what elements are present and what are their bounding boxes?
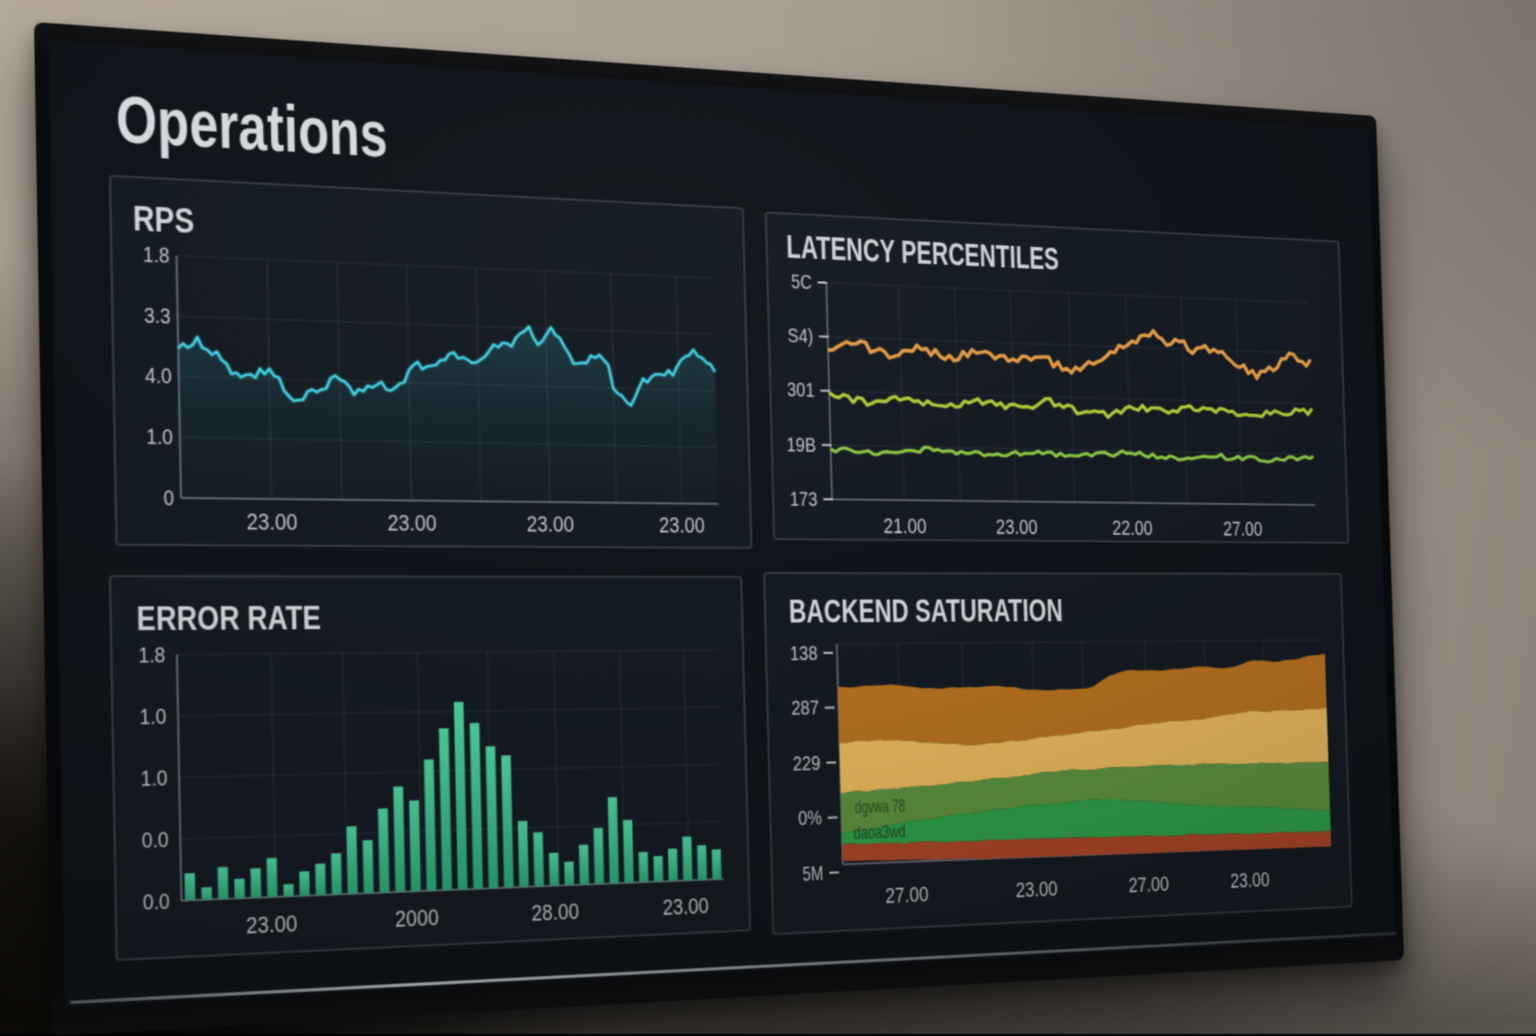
svg-text:22.00: 22.00 xyxy=(1112,517,1153,540)
svg-text:301: 301 xyxy=(787,379,815,403)
svg-text:daoa3wd: daoa3wd xyxy=(853,822,906,844)
svg-text:23.00: 23.00 xyxy=(662,893,709,920)
svg-text:1.0: 1.0 xyxy=(146,424,173,450)
svg-text:S4): S4) xyxy=(787,324,813,348)
svg-text:BACKEND SATURATION: BACKEND SATURATION xyxy=(788,593,1063,631)
svg-text:23.00: 23.00 xyxy=(659,513,705,538)
svg-text:0.0: 0.0 xyxy=(143,889,170,916)
svg-text:3.3: 3.3 xyxy=(144,303,171,329)
svg-text:23.00: 23.00 xyxy=(996,515,1038,539)
svg-text:28.00: 28.00 xyxy=(531,899,579,926)
svg-text:23.00: 23.00 xyxy=(526,512,574,537)
svg-text:2000: 2000 xyxy=(395,905,439,933)
svg-text:0.0: 0.0 xyxy=(141,827,168,854)
svg-text:4.0: 4.0 xyxy=(145,364,172,390)
svg-text:23.00: 23.00 xyxy=(246,911,298,940)
svg-text:21.00: 21.00 xyxy=(883,514,927,538)
svg-text:287: 287 xyxy=(791,697,819,721)
svg-text:dgvwa 78: dgvwa 78 xyxy=(855,796,906,817)
svg-text:27.00: 27.00 xyxy=(1223,518,1263,541)
svg-text:23.00: 23.00 xyxy=(1016,877,1058,902)
svg-text:RPS: RPS xyxy=(133,198,195,240)
svg-text:1.0: 1.0 xyxy=(140,765,167,791)
svg-text:5M: 5M xyxy=(802,862,823,886)
svg-text:27.00: 27.00 xyxy=(1128,872,1169,897)
svg-text:5C: 5C xyxy=(791,270,812,294)
svg-text:Operations: Operations xyxy=(115,82,388,171)
svg-text:0: 0 xyxy=(163,486,174,511)
svg-text:23.00: 23.00 xyxy=(387,510,437,536)
svg-text:19B: 19B xyxy=(786,433,816,457)
svg-text:229: 229 xyxy=(792,752,820,776)
svg-text:23.00: 23.00 xyxy=(246,509,297,535)
svg-text:173: 173 xyxy=(790,488,818,512)
svg-text:ERROR RATE: ERROR RATE xyxy=(136,600,321,637)
svg-text:1.0: 1.0 xyxy=(139,704,166,730)
svg-text:1.8: 1.8 xyxy=(143,242,170,268)
svg-text:27.00: 27.00 xyxy=(885,882,929,908)
svg-text:0%: 0% xyxy=(798,807,822,831)
svg-text:138: 138 xyxy=(790,642,818,666)
svg-text:23.00: 23.00 xyxy=(1230,868,1270,893)
svg-text:1.8: 1.8 xyxy=(138,642,165,668)
